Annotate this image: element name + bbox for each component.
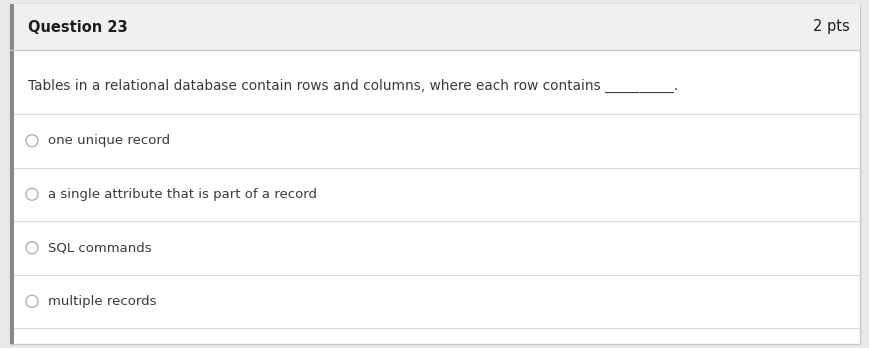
Text: Question 23: Question 23 xyxy=(28,19,128,34)
Text: SQL commands: SQL commands xyxy=(48,241,151,254)
Circle shape xyxy=(26,135,38,147)
Text: 2 pts: 2 pts xyxy=(813,19,849,34)
Bar xyxy=(14,4,859,50)
Text: a single attribute that is part of a record: a single attribute that is part of a rec… xyxy=(48,188,316,201)
Text: one unique record: one unique record xyxy=(48,134,170,147)
Text: Tables in a relational database contain rows and columns, where each row contain: Tables in a relational database contain … xyxy=(28,79,678,93)
Bar xyxy=(10,4,14,344)
Text: multiple records: multiple records xyxy=(48,295,156,308)
Circle shape xyxy=(26,188,38,200)
Circle shape xyxy=(26,295,38,307)
Circle shape xyxy=(26,242,38,254)
